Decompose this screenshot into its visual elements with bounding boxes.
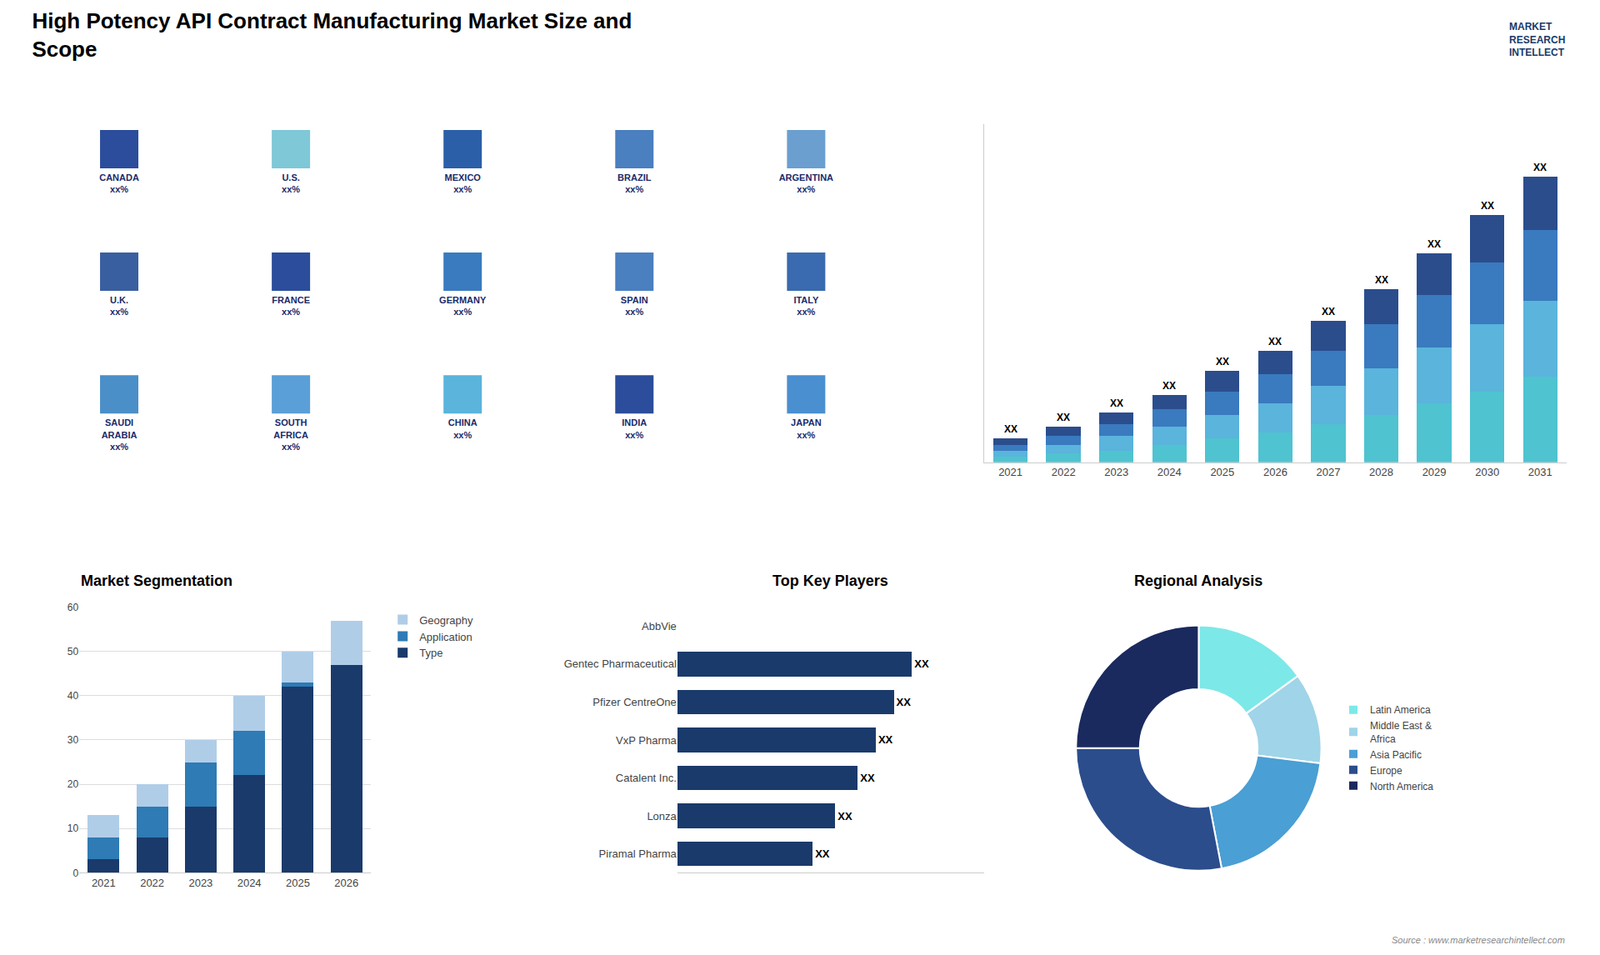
svg-text:Latin America: Latin America xyxy=(1370,704,1431,716)
svg-text:Pfizer CentreOne: Pfizer CentreOne xyxy=(592,695,676,709)
svg-text:XX: XX xyxy=(1480,200,1495,212)
svg-text:2029: 2029 xyxy=(1422,465,1447,479)
svg-text:XX: XX xyxy=(815,847,830,860)
svg-text:XX: XX xyxy=(878,733,894,746)
svg-text:30: 30 xyxy=(67,734,80,746)
svg-text:40: 40 xyxy=(67,690,80,702)
svg-text:2026: 2026 xyxy=(334,876,359,890)
svg-text:20: 20 xyxy=(67,778,80,790)
svg-text:Piramal Pharma: Piramal Pharma xyxy=(599,847,678,860)
svg-text:XX: XX xyxy=(837,810,853,823)
svg-text:XX: XX xyxy=(1215,355,1230,368)
svg-text:North America: North America xyxy=(1370,780,1434,793)
svg-text:U.S.xx%: U.S.xx% xyxy=(281,172,300,195)
svg-text:XX: XX xyxy=(1375,274,1389,286)
svg-text:XX: XX xyxy=(1268,335,1282,348)
svg-text:XX: XX xyxy=(1427,238,1441,250)
svg-text:2031: 2031 xyxy=(1528,465,1553,479)
svg-text:XX: XX xyxy=(1004,423,1018,435)
svg-text:SAUDIARABIAxx%: SAUDIARABIAxx% xyxy=(101,417,138,452)
svg-text:AbbVie: AbbVie xyxy=(641,620,677,633)
svg-text:2022: 2022 xyxy=(140,876,165,890)
svg-text:Lonza: Lonza xyxy=(646,810,677,823)
svg-text:2030: 2030 xyxy=(1475,465,1500,479)
svg-text:Asia Pacific: Asia Pacific xyxy=(1370,749,1422,761)
svg-text:FRANCExx%: FRANCExx% xyxy=(271,295,310,317)
svg-text:ARGENTINAxx%: ARGENTINAxx% xyxy=(779,172,834,195)
svg-text:MARKETRESEARCHINTELLECT: MARKETRESEARCHINTELLECT xyxy=(1509,20,1565,59)
svg-text:2024: 2024 xyxy=(1157,465,1182,479)
svg-text:Regional Analysis: Regional Analysis xyxy=(1134,572,1263,590)
svg-text:ITALYxx%: ITALYxx% xyxy=(793,295,820,317)
svg-text:INDIAxx%: INDIAxx% xyxy=(621,417,647,440)
svg-text:XX: XX xyxy=(1321,305,1335,318)
svg-text:10: 10 xyxy=(67,822,80,835)
svg-text:2028: 2028 xyxy=(1369,465,1394,479)
svg-text:Type: Type xyxy=(419,646,443,660)
svg-text:2026: 2026 xyxy=(1263,465,1288,479)
svg-text:BRAZILxx%: BRAZILxx% xyxy=(617,172,652,195)
svg-text:Top Key Players: Top Key Players xyxy=(772,572,889,590)
svg-text:2025: 2025 xyxy=(1210,465,1235,479)
svg-text:XX: XX xyxy=(1162,380,1176,392)
svg-text:SPAINxx%: SPAINxx% xyxy=(620,295,649,317)
svg-text:XX: XX xyxy=(1110,397,1124,410)
svg-text:Catalent Inc.: Catalent Inc. xyxy=(615,771,677,785)
svg-text:CANADAxx%: CANADAxx% xyxy=(99,172,140,195)
svg-text:XX: XX xyxy=(896,695,912,709)
svg-text:Europe: Europe xyxy=(1370,765,1403,777)
svg-text:2027: 2027 xyxy=(1315,465,1340,479)
svg-text:XX: XX xyxy=(860,771,875,785)
svg-text:CHINAxx%: CHINAxx% xyxy=(448,417,478,440)
svg-text:VxP Pharma: VxP Pharma xyxy=(615,734,678,747)
svg-text:2022: 2022 xyxy=(1051,465,1076,479)
svg-text:Market Segmentation: Market Segmentation xyxy=(80,572,233,590)
svg-text:2025: 2025 xyxy=(285,876,310,890)
svg-text:Source : www.marketresearchint: Source : www.marketresearchintellect.com xyxy=(1391,935,1565,945)
svg-text:XX: XX xyxy=(1533,161,1547,174)
svg-text:High Potency API Contract Manu: High Potency API Contract Manufacturing … xyxy=(31,8,632,62)
svg-text:Geography: Geography xyxy=(419,614,474,627)
svg-text:MEXICOxx%: MEXICOxx% xyxy=(444,172,481,195)
svg-text:50: 50 xyxy=(67,645,80,658)
svg-text:XX: XX xyxy=(914,657,930,670)
svg-text:Application: Application xyxy=(419,630,473,644)
svg-text:2023: 2023 xyxy=(188,876,213,890)
svg-text:Gentec Pharmaceutical: Gentec Pharmaceutical xyxy=(564,657,677,670)
svg-text:2021: 2021 xyxy=(998,465,1023,479)
svg-text:SOUTHAFRICAxx%: SOUTHAFRICAxx% xyxy=(273,417,309,452)
svg-text:2021: 2021 xyxy=(91,876,116,890)
svg-text:2023: 2023 xyxy=(1104,465,1129,479)
svg-text:U.K.xx%: U.K.xx% xyxy=(110,295,129,317)
svg-text:JAPANxx%: JAPANxx% xyxy=(790,417,822,440)
svg-text:0: 0 xyxy=(73,867,80,880)
svg-text:GERMANYxx%: GERMANYxx% xyxy=(439,295,487,317)
svg-text:Middle East &Africa: Middle East &Africa xyxy=(1370,720,1432,745)
svg-text:2024: 2024 xyxy=(237,876,262,890)
svg-text:XX: XX xyxy=(1056,411,1070,424)
svg-text:60: 60 xyxy=(67,601,80,614)
